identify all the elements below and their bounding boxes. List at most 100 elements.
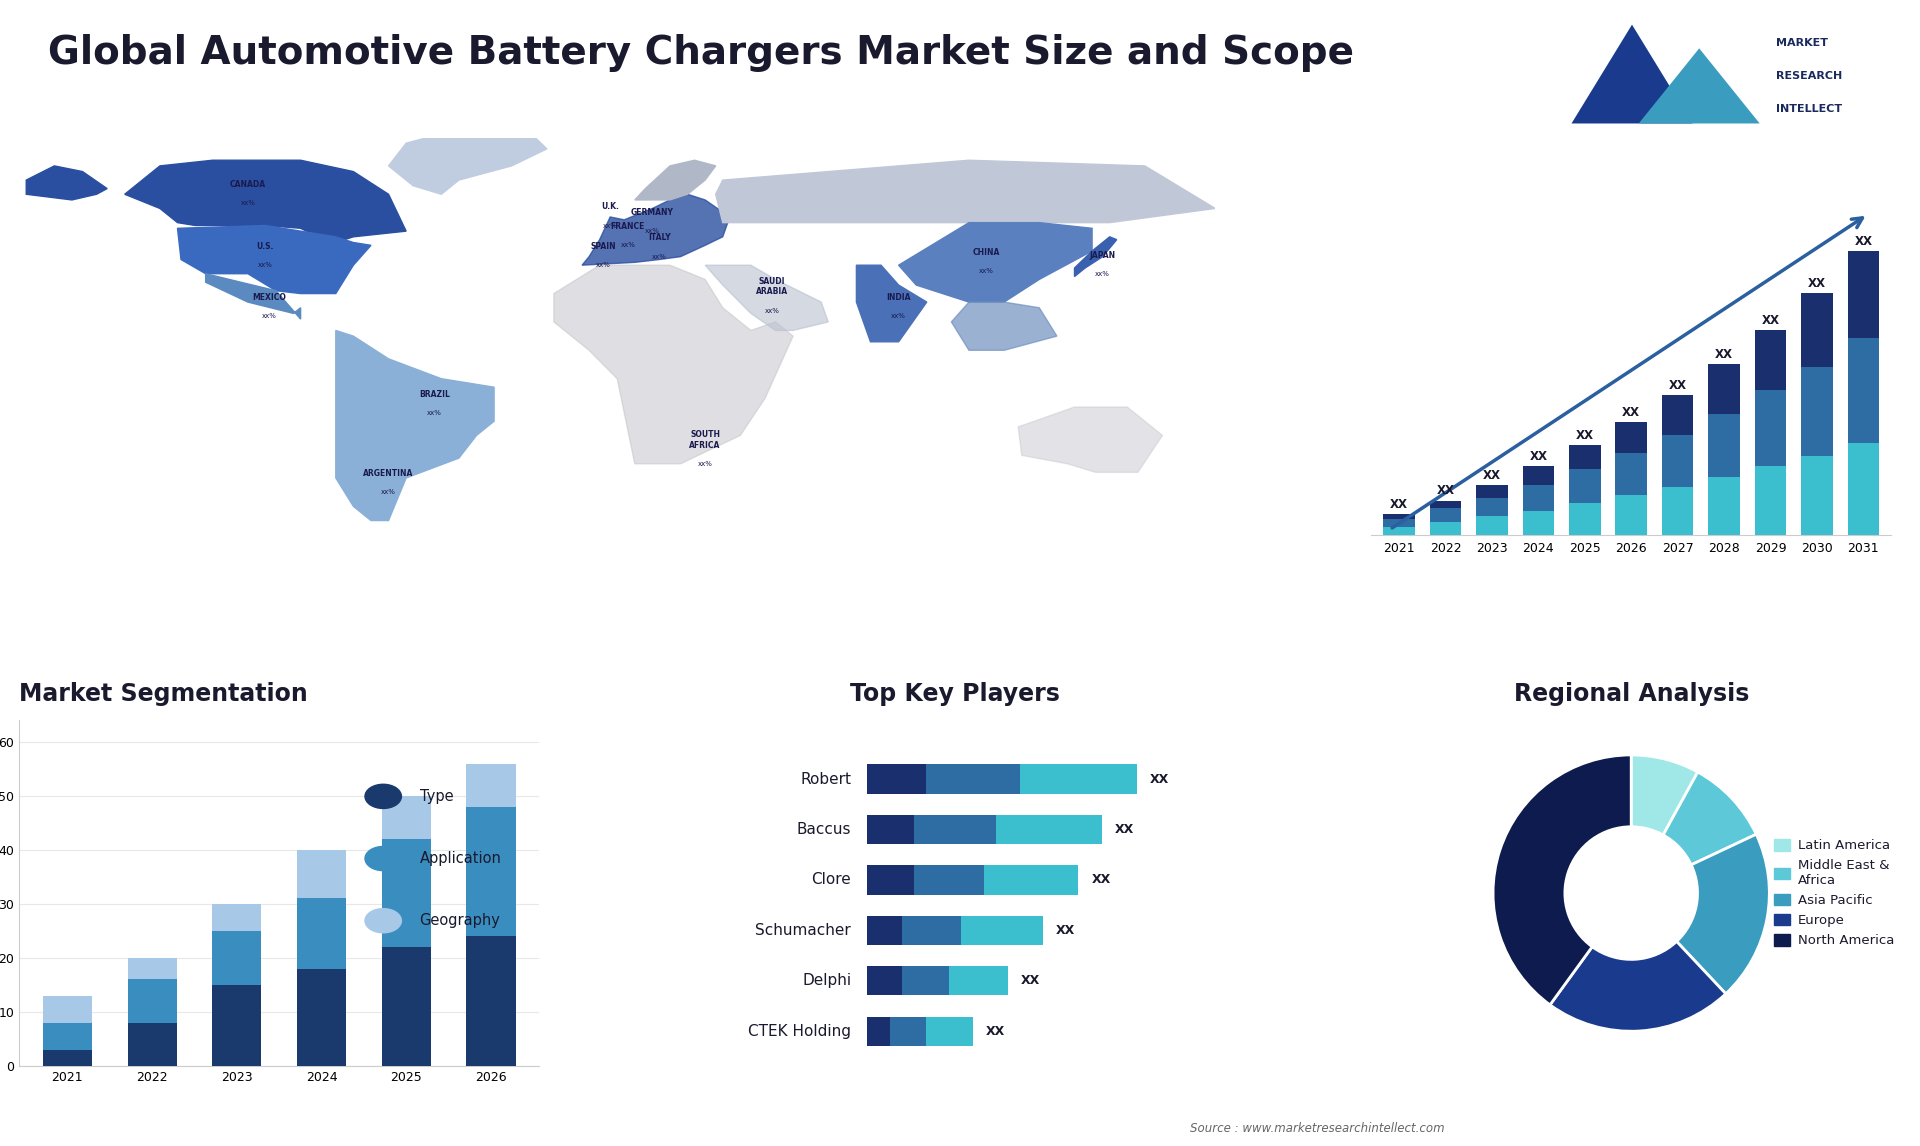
Bar — [902, 966, 948, 996]
Text: MARKET: MARKET — [1776, 38, 1828, 48]
Text: Source : www.marketresearchintellect.com: Source : www.marketresearchintellect.com — [1190, 1122, 1446, 1135]
Polygon shape — [205, 274, 301, 319]
Polygon shape — [177, 226, 371, 293]
Text: XX: XX — [1116, 823, 1135, 837]
Text: Global Automotive Battery Chargers Market Size and Scope: Global Automotive Battery Chargers Marke… — [48, 34, 1354, 72]
Text: XX: XX — [1390, 497, 1407, 511]
Circle shape — [365, 784, 401, 808]
Text: XX: XX — [1622, 406, 1640, 418]
Bar — [1663, 434, 1693, 487]
Bar — [960, 916, 1043, 945]
Bar — [1615, 454, 1647, 495]
Polygon shape — [636, 160, 716, 199]
Bar — [1569, 446, 1601, 469]
Polygon shape — [582, 195, 730, 265]
Polygon shape — [1075, 237, 1117, 276]
Bar — [866, 815, 914, 845]
Text: xx%: xx% — [620, 243, 636, 249]
Bar — [1663, 487, 1693, 535]
Text: SAUDI
ARABIA: SAUDI ARABIA — [756, 277, 787, 297]
Bar — [985, 865, 1079, 895]
Polygon shape — [388, 129, 547, 195]
Text: XX: XX — [1056, 924, 1075, 937]
Bar — [127, 1022, 177, 1066]
Bar — [1801, 293, 1834, 367]
Text: INTELLECT: INTELLECT — [1776, 103, 1843, 113]
Bar — [382, 947, 430, 1066]
Bar — [467, 807, 516, 936]
Bar — [213, 931, 261, 984]
Text: U.S.: U.S. — [257, 242, 275, 251]
Polygon shape — [952, 303, 1056, 351]
Bar — [1430, 501, 1461, 509]
Bar — [1523, 466, 1553, 485]
Bar — [1020, 764, 1137, 794]
Text: xx%: xx% — [764, 308, 780, 314]
Polygon shape — [899, 222, 1092, 303]
Text: Clore: Clore — [812, 872, 851, 887]
Bar — [127, 980, 177, 1022]
Bar — [467, 763, 516, 807]
Bar — [42, 1022, 92, 1050]
Polygon shape — [1018, 407, 1162, 472]
Polygon shape — [705, 265, 828, 330]
Bar — [1709, 414, 1740, 477]
Text: XX: XX — [1530, 450, 1548, 463]
Polygon shape — [716, 160, 1215, 222]
Bar — [1663, 395, 1693, 434]
Text: CHINA: CHINA — [973, 248, 1000, 257]
Bar — [1755, 330, 1786, 391]
Wedge shape — [1494, 755, 1632, 1005]
Text: Schumacher: Schumacher — [755, 923, 851, 937]
Text: XX: XX — [1576, 430, 1594, 442]
Bar — [866, 916, 902, 945]
Text: INDIA: INDIA — [887, 293, 910, 303]
Text: Delphi: Delphi — [803, 973, 851, 988]
Bar — [1847, 442, 1880, 535]
Text: CTEK Holding: CTEK Holding — [749, 1023, 851, 1038]
Polygon shape — [336, 330, 493, 520]
Text: U.K.: U.K. — [601, 203, 618, 211]
Circle shape — [365, 847, 401, 871]
Bar — [1476, 485, 1507, 499]
Bar — [1569, 469, 1601, 503]
Title: Regional Analysis: Regional Analysis — [1513, 682, 1749, 706]
Polygon shape — [27, 166, 108, 199]
Bar — [902, 916, 960, 945]
Text: XX: XX — [1761, 314, 1780, 327]
Polygon shape — [1640, 48, 1759, 124]
Bar — [866, 966, 902, 996]
Bar — [925, 1017, 973, 1046]
Polygon shape — [125, 160, 407, 243]
Text: RESEARCH: RESEARCH — [1776, 71, 1843, 80]
Bar — [1709, 477, 1740, 535]
Text: xx%: xx% — [261, 313, 276, 320]
Legend: Latin America, Middle East &
Africa, Asia Pacific, Europe, North America: Latin America, Middle East & Africa, Asi… — [1768, 834, 1899, 952]
Polygon shape — [856, 265, 927, 342]
Text: SOUTH
AFRICA: SOUTH AFRICA — [689, 430, 720, 449]
Bar — [1430, 509, 1461, 521]
Bar — [42, 996, 92, 1022]
Text: xx%: xx% — [426, 410, 442, 416]
Text: CANADA: CANADA — [230, 180, 265, 189]
Text: SPAIN: SPAIN — [589, 242, 616, 251]
Bar — [1430, 521, 1461, 535]
Bar — [298, 850, 346, 898]
Text: XX: XX — [1809, 277, 1826, 290]
Bar — [1847, 338, 1880, 442]
Text: xx%: xx% — [979, 268, 995, 274]
Text: JAPAN: JAPAN — [1089, 251, 1116, 259]
Text: XX: XX — [1715, 348, 1734, 361]
Text: MEXICO: MEXICO — [252, 293, 286, 303]
Text: Robert: Robert — [801, 771, 851, 786]
Bar — [1382, 527, 1415, 535]
Text: BRAZIL: BRAZIL — [419, 390, 449, 399]
Bar — [1801, 456, 1834, 535]
Text: xx%: xx% — [697, 461, 712, 466]
Title: Top Key Players: Top Key Players — [851, 682, 1060, 706]
Bar — [213, 984, 261, 1066]
Bar — [213, 904, 261, 931]
Bar — [866, 865, 914, 895]
Bar — [948, 966, 1008, 996]
Text: GERMANY: GERMANY — [632, 207, 674, 217]
